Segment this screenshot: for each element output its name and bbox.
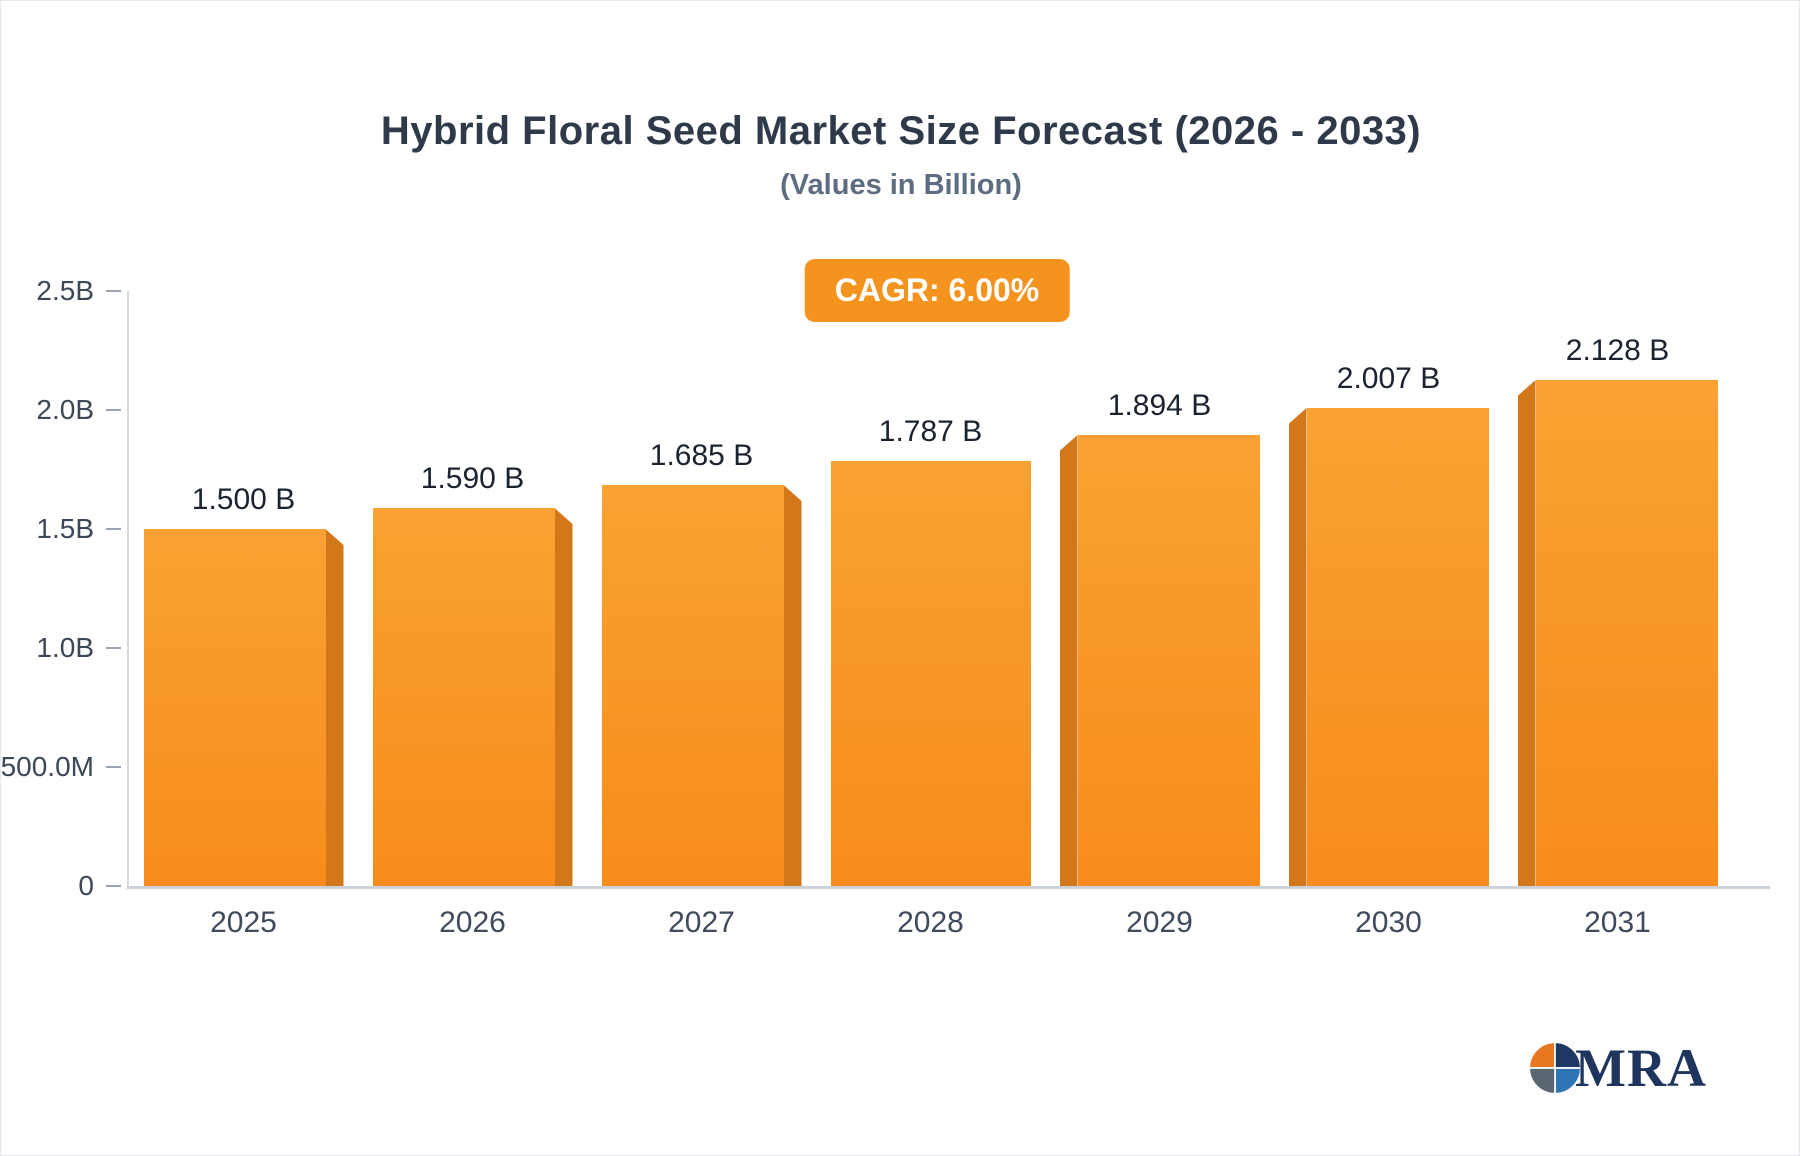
bar-2030[interactable] <box>1288 408 1489 886</box>
bar-2027[interactable] <box>601 485 802 886</box>
bar-value-label: 1.894 B <box>1107 389 1212 422</box>
pie-chart-icon <box>1528 1041 1582 1095</box>
bar-2028[interactable] <box>830 461 1031 886</box>
y-axis: 2.5B 2.0B 1.5B 1.0B 500.0M 0 <box>1 275 1732 901</box>
bar-value-label: 1.685 B <box>649 439 754 472</box>
x-axis-label: 2031 <box>1584 906 1651 939</box>
bar-front-face <box>1306 408 1489 886</box>
x-axis-label: 2026 <box>439 906 506 939</box>
y-tick: 500.0M <box>1 751 129 783</box>
bar-slot: 1.787 B <box>816 415 1045 886</box>
bar-front-face <box>372 508 555 886</box>
x-axis-label: 2027 <box>668 906 735 939</box>
bar-side-face <box>1059 435 1078 886</box>
bar-front-face <box>830 461 1031 886</box>
y-tick-mark <box>106 885 121 887</box>
bar-side-face <box>1288 408 1307 886</box>
x-axis-label: 2028 <box>897 906 964 939</box>
chart-title: Hybrid Floral Seed Market Size Forecast … <box>380 109 1422 153</box>
y-tick-label: 500.0M <box>0 751 94 782</box>
x-axis-line <box>127 886 1770 889</box>
bar-2031[interactable] <box>1517 380 1718 886</box>
bar-slot: 1.500 B <box>129 483 358 886</box>
bar-slot: 2.007 B <box>1274 362 1503 886</box>
bar-front-face <box>601 485 784 886</box>
x-axis-label: 2025 <box>210 906 277 939</box>
y-tick-label: 1.0B <box>36 632 94 663</box>
bar-value-label: 1.590 B <box>420 462 525 495</box>
y-tick: 1.0B <box>36 632 129 664</box>
bar-slot: 1.590 B <box>358 462 587 886</box>
y-tick: 1.5B <box>36 513 129 545</box>
bar-side-face <box>783 485 802 886</box>
bar-value-label: 1.500 B <box>191 483 296 516</box>
cagr-badge: CAGR: 6.00% <box>804 259 1070 322</box>
y-tick-mark <box>106 766 121 768</box>
logo-text: MRA <box>1575 1038 1707 1098</box>
x-axis-labels: 2025 2026 2027 2028 2029 2030 2031 <box>129 886 1732 940</box>
chart-subtitle: (Values in Billion) <box>780 169 1022 201</box>
plot-area: 2.5B 2.0B 1.5B 1.0B 500.0M 0 1.500 B 1.590 B 1.… <box>1 275 1770 939</box>
bar-slot: 1.894 B <box>1045 389 1274 886</box>
y-tick-label: 1.5B <box>36 513 94 544</box>
bar-2029[interactable] <box>1059 435 1260 886</box>
bars-container: 1.500 B 1.590 B 1.685 B 1.787 B 1.894 B 2.007… <box>129 291 1732 886</box>
y-tick: 0 <box>78 870 129 902</box>
y-tick-mark <box>106 647 121 649</box>
x-axis-label: 2029 <box>1126 906 1193 939</box>
bar-side-face <box>325 529 344 886</box>
y-tick: 2.0B <box>36 394 129 426</box>
bar-side-face <box>1517 380 1536 886</box>
bar-slot: 1.685 B <box>587 439 816 886</box>
bar-slot: 2.128 B <box>1503 334 1732 886</box>
bar-2025[interactable] <box>143 529 344 886</box>
bar-2026[interactable] <box>372 508 573 886</box>
y-tick-mark <box>106 528 121 530</box>
bar-value-label: 1.787 B <box>878 415 983 448</box>
y-axis-line <box>127 291 129 886</box>
bar-front-face <box>143 529 326 886</box>
bar-front-face <box>1535 380 1718 886</box>
mra-logo: MRA <box>1527 1037 1707 1099</box>
y-tick-label: 2.5B <box>36 275 94 306</box>
bar-side-face <box>554 508 573 886</box>
y-tick-label: 2.0B <box>36 394 94 425</box>
bar-front-face <box>1077 435 1260 886</box>
y-tick: 2.5B <box>36 275 129 307</box>
y-tick-label: 0 <box>78 870 94 901</box>
bar-value-label: 2.007 B <box>1336 362 1441 395</box>
x-axis-label: 2030 <box>1355 906 1422 939</box>
y-tick-mark <box>106 409 121 411</box>
y-tick-mark <box>106 290 121 292</box>
bar-value-label: 2.128 B <box>1565 334 1670 367</box>
